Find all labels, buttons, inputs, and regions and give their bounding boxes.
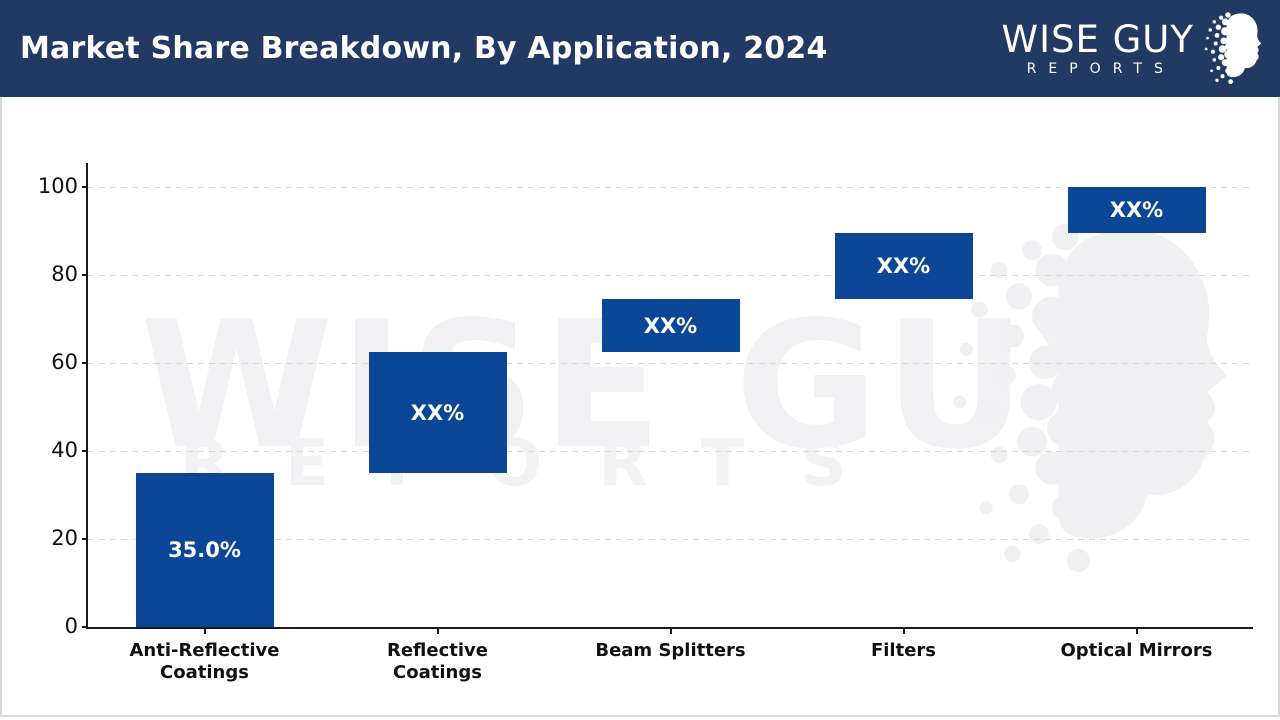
y-tick-label-100: 100 bbox=[37, 174, 78, 198]
y-tick-mark-100 bbox=[82, 186, 88, 188]
x-tick-mark-0 bbox=[203, 627, 206, 634]
logo-wordmark: WISE GUY bbox=[1001, 18, 1194, 61]
gridline-100 bbox=[88, 187, 1253, 188]
y-tick-mark-0 bbox=[82, 626, 88, 628]
x-tick-mark-1 bbox=[436, 627, 439, 634]
y-tick-label-20: 20 bbox=[51, 526, 78, 550]
chart-canvas: WISE GUY REPORTS 0 20 40 60 80 100 35.0% Anti-R… bbox=[0, 97, 1280, 720]
logo-text: WISE GUY REPORTS bbox=[1002, 21, 1194, 76]
x-category-label-3: Filters bbox=[870, 640, 937, 661]
x-axis-line bbox=[86, 627, 1253, 629]
bar-anti-reflective-coatings: 35.0% bbox=[135, 473, 274, 627]
x-tick-mark-4 bbox=[1135, 627, 1138, 634]
x-category-label-2: Beam Splitters bbox=[595, 640, 746, 661]
y-tick-label-0: 0 bbox=[64, 614, 78, 638]
bar-value-label: XX% bbox=[1109, 198, 1164, 223]
x-tick-mark-2 bbox=[669, 627, 672, 634]
page-title: Market Share Breakdown, By Application, … bbox=[20, 31, 828, 66]
y-tick-label-40: 40 bbox=[51, 438, 78, 462]
x-category-label-4: Optical Mirrors bbox=[1060, 640, 1213, 661]
y-tick-label-60: 60 bbox=[51, 350, 78, 374]
bar-beam-splitters: XX% bbox=[601, 299, 740, 352]
waterfall-chart: 0 20 40 60 80 100 35.0% Anti-Reflective Coating… bbox=[0, 97, 1280, 720]
header-band: Market Share Breakdown, By Application, … bbox=[0, 0, 1280, 97]
bar-value-label: XX% bbox=[643, 313, 698, 338]
y-tick-mark-80 bbox=[82, 274, 88, 276]
bar-value-label: XX% bbox=[876, 254, 931, 279]
bar-reflective-coatings: XX% bbox=[368, 352, 507, 473]
gridline-80 bbox=[88, 275, 1253, 276]
y-tick-mark-20 bbox=[82, 538, 88, 540]
bar-filters: XX% bbox=[834, 233, 973, 300]
bar-value-label: XX% bbox=[410, 400, 465, 425]
y-tick-mark-40 bbox=[82, 450, 88, 452]
gridline-60 bbox=[88, 363, 1253, 364]
x-category-label-1: Reflective Coatings bbox=[386, 640, 488, 683]
wiseguy-head-icon bbox=[1198, 10, 1266, 88]
y-tick-label-80: 80 bbox=[51, 262, 78, 286]
wiseguy-logo: WISE GUY REPORTS bbox=[1002, 10, 1280, 88]
watermark-subtext: REPORTS bbox=[180, 427, 903, 501]
bar-optical-mirrors: XX% bbox=[1067, 187, 1206, 234]
bar-value-label: 35.0% bbox=[168, 538, 241, 562]
x-category-label-0: Anti-Reflective Coatings bbox=[129, 640, 280, 683]
logo-subtitle: REPORTS bbox=[1026, 61, 1175, 77]
gridline-20 bbox=[88, 539, 1253, 540]
gridline-40 bbox=[88, 451, 1253, 452]
x-tick-mark-3 bbox=[902, 627, 905, 634]
y-tick-mark-60 bbox=[82, 362, 88, 364]
y-axis-line bbox=[86, 163, 88, 629]
